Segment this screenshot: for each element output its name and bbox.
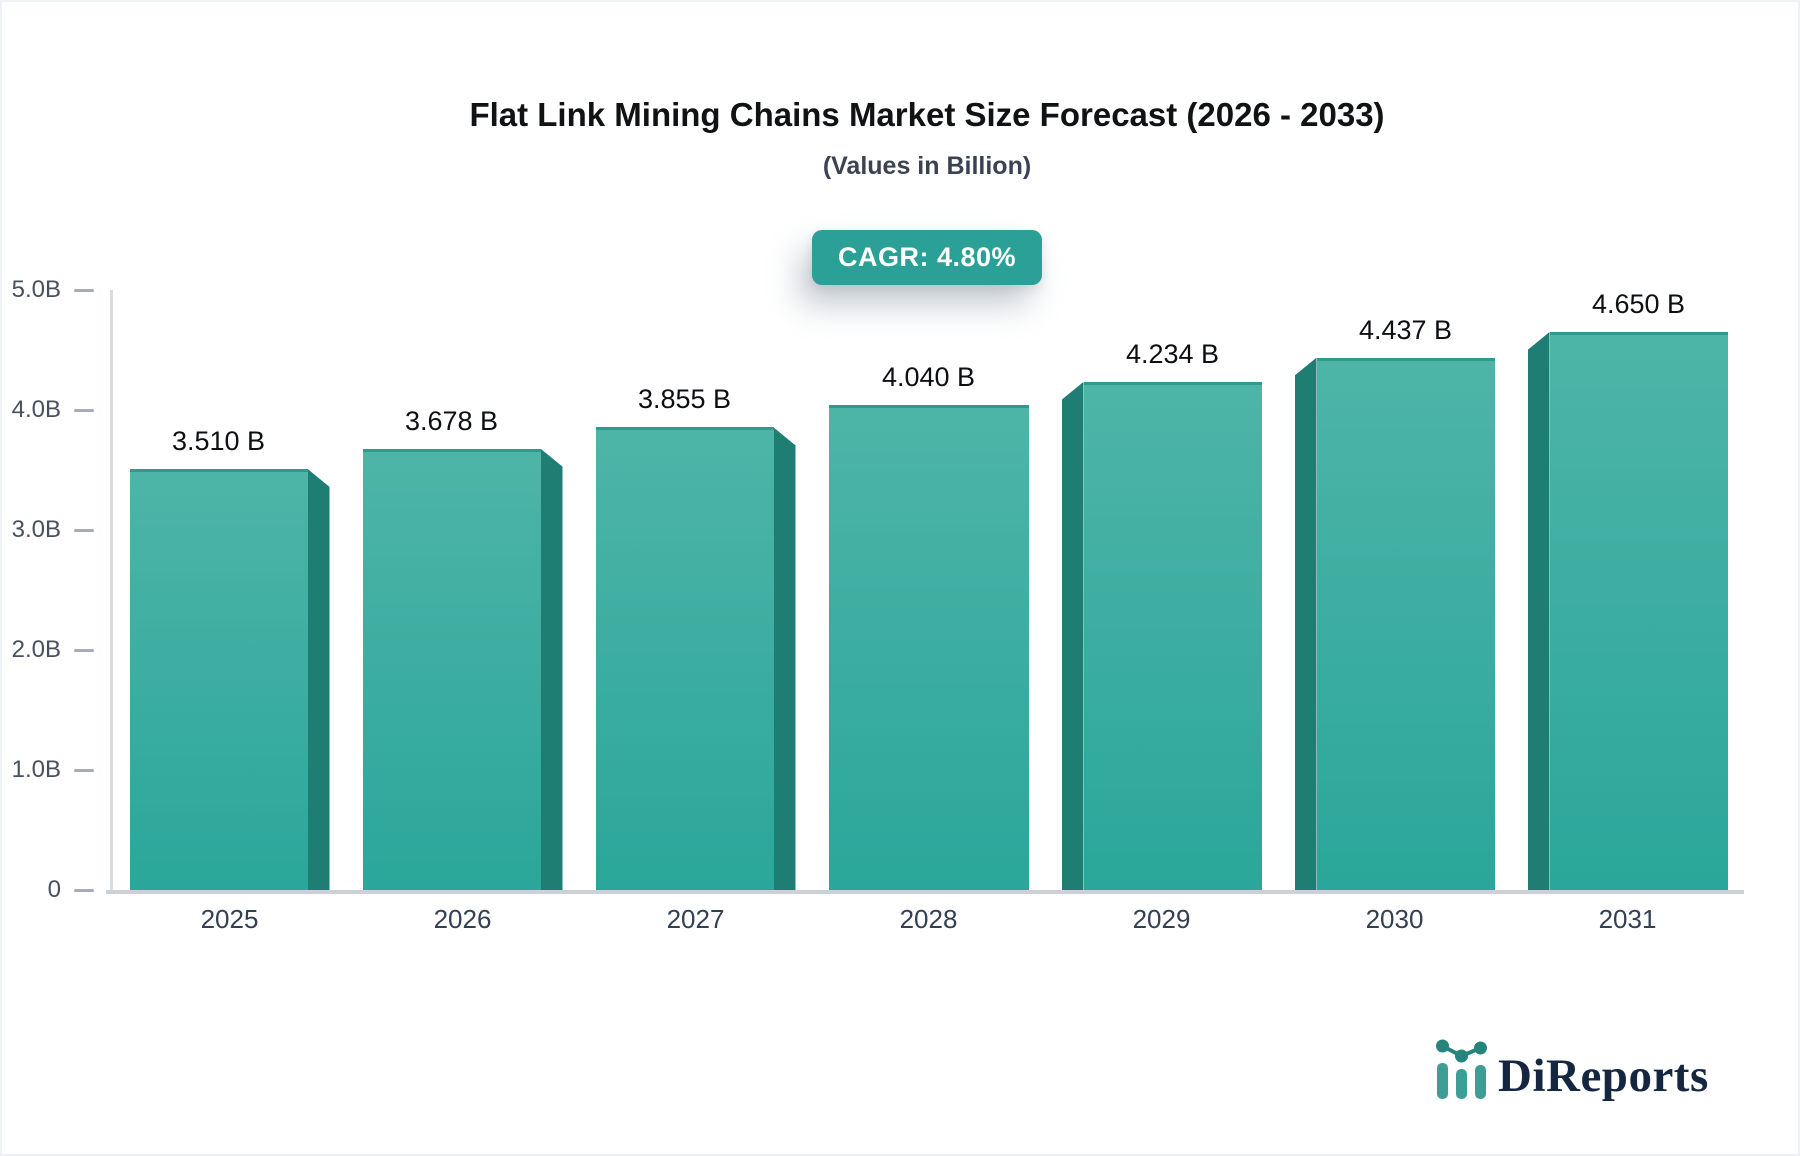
cagr-badge: CAGR: 4.80%	[811, 230, 1043, 285]
y-axis-tick-mark	[74, 648, 94, 652]
bar-2028: 4.040 B	[828, 362, 1029, 890]
bar-face	[362, 448, 541, 890]
bar-value-label: 3.678 B	[404, 405, 499, 436]
y-axis-tick-mark	[74, 528, 94, 532]
chart-subtitle: (Values in Billion)	[822, 152, 1032, 180]
y-axis-tick-mark	[74, 888, 94, 892]
bar-side-face	[1294, 357, 1317, 890]
x-axis-labels: 2025 2026 2027 2028 2029 2030 2031	[113, 904, 1744, 935]
y-axis-tick-label: 3.0B	[11, 516, 61, 543]
y-axis-tick: 3.0B	[12, 516, 94, 544]
bar-face	[1316, 357, 1495, 890]
bar-2027: 3.855 B	[595, 384, 796, 890]
bar-slot: 3.678 B	[346, 290, 579, 890]
bar-slot: 3.510 B	[113, 290, 346, 890]
x-axis-label: 2026	[433, 904, 492, 934]
bar-slot: 4.234 B	[1045, 290, 1278, 890]
bar-face	[129, 468, 308, 890]
bar-side-face	[1527, 332, 1550, 890]
bar-slot: 4.040 B	[812, 290, 1045, 890]
bar-side-face	[307, 468, 330, 890]
y-axis-tick: 2.0B	[12, 636, 94, 664]
bar-side-face	[1061, 381, 1084, 890]
y-axis-tick-mark	[74, 768, 94, 772]
y-axis-tick: 0	[48, 876, 94, 904]
bar-slot: 4.650 B	[1511, 289, 1744, 890]
y-axis-tick: 1.0B	[12, 756, 94, 784]
y-axis-tick-label: 2.0B	[11, 636, 61, 663]
bar-2030: 4.437 B	[1294, 315, 1495, 890]
bar-2025: 3.510 B	[129, 426, 330, 890]
chart-title: Flat Link Mining Chains Market Size Fore…	[469, 96, 1385, 133]
bar-face	[1549, 332, 1728, 890]
x-axis-line	[106, 890, 1744, 894]
y-axis: 5.0B 4.0B 3.0B 2.0B 1.0B 0	[2, 276, 102, 903]
y-axis-tick-label: 5.0B	[11, 276, 61, 303]
bar-side-face	[773, 427, 796, 890]
y-axis-tick-label: 1.0B	[11, 756, 61, 783]
y-axis-tick-mark	[74, 288, 94, 292]
bar-value-label: 4.437 B	[1358, 314, 1453, 345]
bar-2029: 4.234 B	[1061, 339, 1262, 890]
cagr-badge-label: CAGR: 4.80%	[837, 242, 1017, 272]
logo-text: DiReports	[1498, 1050, 1709, 1102]
x-axis-label: 2030	[1365, 904, 1424, 934]
x-axis-label: 2027	[666, 904, 725, 934]
bar-side-face	[540, 448, 563, 890]
bar-value-label: 3.855 B	[637, 384, 732, 415]
bar-slot: 3.855 B	[579, 290, 812, 890]
bar-value-label: 4.234 B	[1125, 338, 1220, 369]
mini-bar-line-chart-icon	[1436, 1039, 1487, 1099]
bar-value-label: 4.650 B	[1591, 289, 1686, 319]
bar-face	[828, 405, 1029, 890]
bar-face	[1083, 381, 1262, 890]
plot-area: 5.0B 4.0B 3.0B 2.0B 1.0B 0 3.510 B 3.678 B 3.85…	[12, 276, 1744, 934]
bar-2026: 3.678 B	[362, 406, 563, 890]
y-axis-tick-label: 4.0B	[11, 396, 61, 423]
y-axis-tick: 5.0B	[12, 276, 94, 304]
x-axis-label: 2025	[200, 904, 259, 934]
x-axis-label: 2028	[899, 904, 958, 934]
bar-2031: 4.650 B	[1527, 289, 1728, 890]
x-axis-label: 2029	[1132, 904, 1191, 934]
bar-face	[595, 427, 774, 890]
y-axis-tick: 4.0B	[12, 396, 94, 424]
bar-value-label: 4.040 B	[881, 362, 976, 393]
y-axis-line	[110, 290, 113, 890]
y-axis-tick-label: 0	[47, 876, 61, 903]
bars-container: 3.510 B 3.678 B 3.855 B 4.040 B 4.234 B 4.437…	[113, 289, 1744, 890]
bar-slot: 4.437 B	[1278, 290, 1511, 890]
x-axis-label: 2031	[1598, 904, 1657, 934]
y-axis-tick-mark	[74, 408, 94, 412]
direports-logo: DiReports	[1434, 1038, 1709, 1100]
bar-value-label: 3.510 B	[171, 425, 266, 456]
